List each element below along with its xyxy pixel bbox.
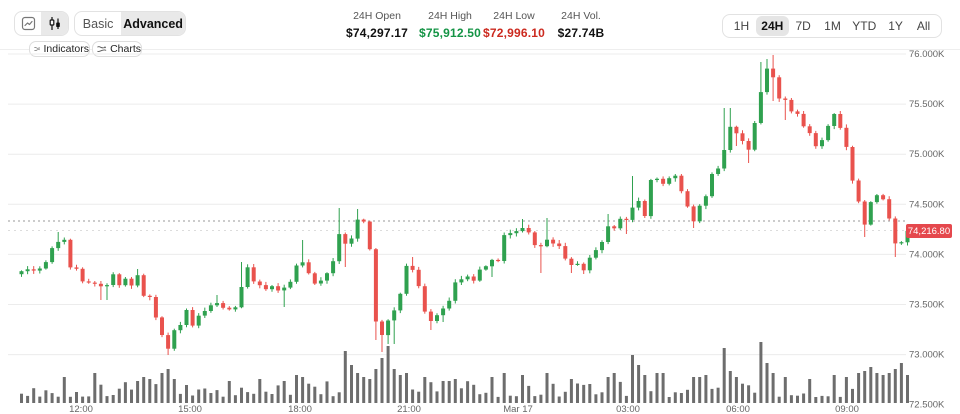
svg-text:75.500K: 75.500K [909, 99, 945, 110]
svg-text:74,216.80: 74,216.80 [908, 226, 950, 237]
svg-text:75.000K: 75.000K [909, 149, 945, 160]
svg-text:03:00: 03:00 [616, 404, 640, 414]
svg-text:76.000K: 76.000K [909, 49, 945, 60]
svg-text:73.000K: 73.000K [909, 350, 945, 361]
svg-text:06:00: 06:00 [726, 404, 750, 414]
svg-text:21:00: 21:00 [397, 404, 421, 414]
svg-text:74.500K: 74.500K [909, 199, 945, 210]
svg-text:09:00: 09:00 [835, 404, 859, 414]
svg-text:74.000K: 74.000K [909, 249, 945, 260]
svg-text:15:00: 15:00 [178, 404, 202, 414]
svg-text:18:00: 18:00 [288, 404, 312, 414]
svg-text:72.500K: 72.500K [909, 400, 945, 411]
svg-text:Mar 17: Mar 17 [503, 404, 533, 414]
svg-text:73.500K: 73.500K [909, 300, 945, 311]
svg-text:12:00: 12:00 [69, 404, 93, 414]
